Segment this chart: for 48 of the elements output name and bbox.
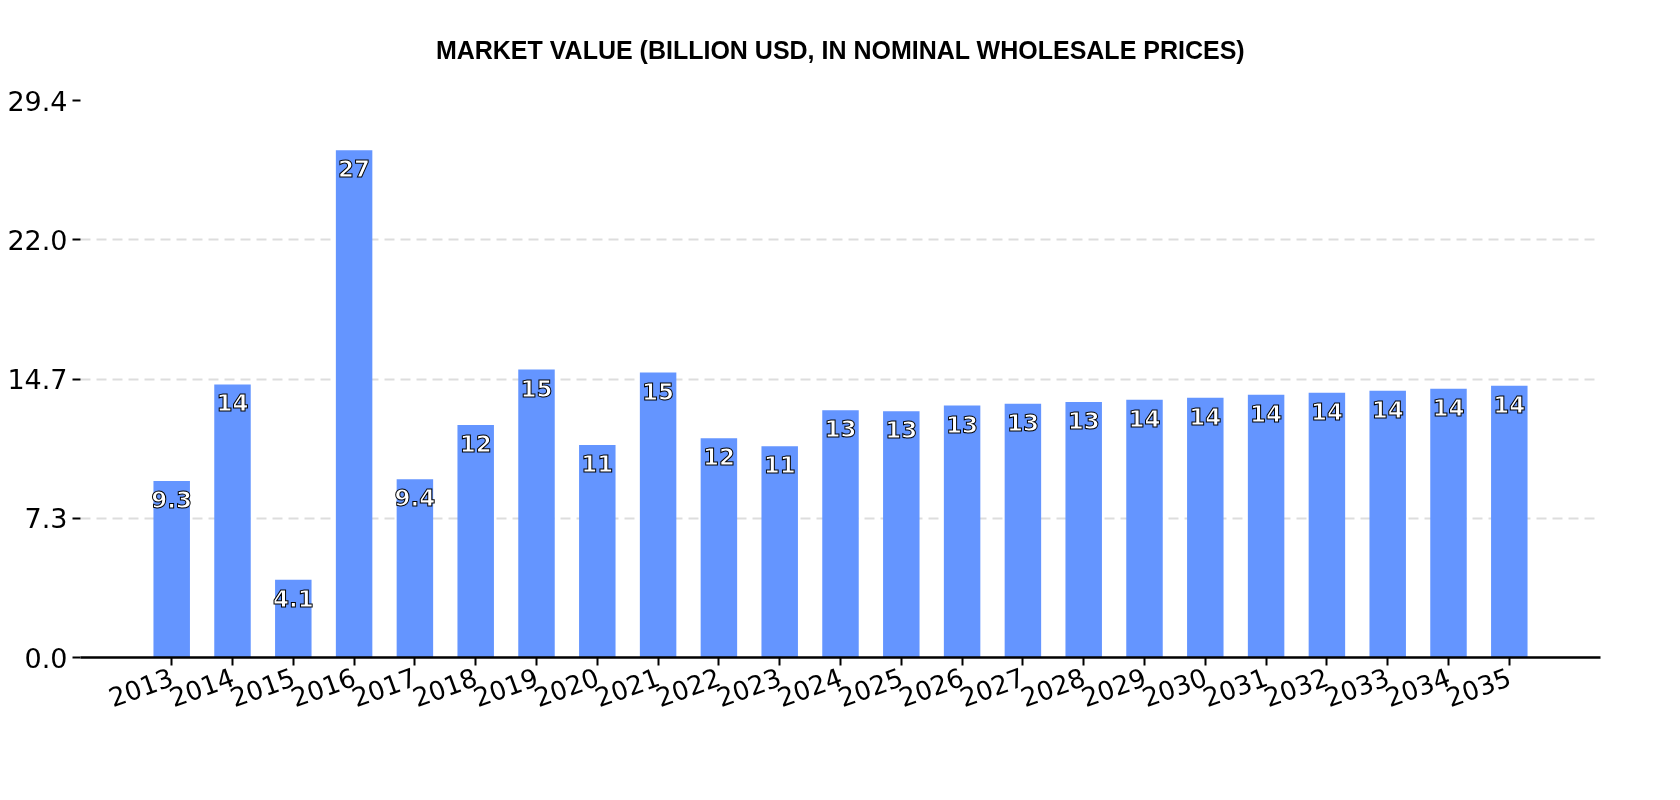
bar — [1004, 403, 1042, 658]
data-label: 14 — [1371, 396, 1404, 423]
data-label: 11 — [581, 450, 614, 477]
data-label: 14 — [1250, 400, 1283, 427]
data-label: 15 — [520, 375, 553, 402]
data-label: 11 — [763, 452, 796, 479]
y-tick-label: 22.0 — [7, 224, 68, 256]
bar — [883, 411, 920, 658]
data-label: 12 — [702, 444, 735, 471]
data-label: 13 — [1067, 408, 1100, 435]
bar — [396, 479, 434, 658]
bar — [335, 150, 373, 658]
y-tick-label: 7.3 — [24, 503, 68, 535]
bar — [1430, 388, 1467, 658]
data-label: 13 — [1006, 409, 1039, 436]
bar — [153, 481, 190, 658]
bar — [518, 369, 555, 658]
bar — [1491, 385, 1528, 658]
data-label: 14 — [216, 390, 249, 417]
bar — [1065, 402, 1102, 658]
data-label: 14 — [1493, 391, 1526, 418]
data-label: 27 — [338, 156, 371, 183]
bar — [457, 425, 494, 658]
y-tick-label: 29.4 — [7, 85, 68, 117]
bar — [214, 384, 251, 658]
y-tick-label: 0.0 — [24, 642, 68, 674]
data-label: 13 — [885, 417, 918, 444]
bar — [700, 438, 738, 658]
bar — [1247, 394, 1285, 658]
data-label: 15 — [642, 378, 675, 405]
bar — [761, 446, 798, 658]
data-label: 14 — [1310, 398, 1343, 425]
bar — [1126, 399, 1163, 658]
data-label: 13 — [824, 416, 857, 443]
data-label: 14 — [1189, 403, 1222, 430]
bar — [1308, 392, 1346, 658]
bar — [1369, 390, 1406, 658]
bar — [1187, 397, 1224, 658]
bar — [822, 410, 859, 658]
data-label: 12 — [459, 431, 492, 458]
y-tick-label: 14.7 — [7, 364, 68, 395]
chart-title: MARKET VALUE (BILLION USD, IN NOMINAL WHOLESALE PRICES) — [435, 35, 1245, 64]
data-label: 14 — [1128, 405, 1161, 432]
data-label: 14 — [1432, 394, 1465, 421]
bar — [943, 405, 981, 658]
bar — [639, 372, 677, 658]
bar — [579, 444, 616, 658]
data-label: 13 — [946, 411, 979, 438]
